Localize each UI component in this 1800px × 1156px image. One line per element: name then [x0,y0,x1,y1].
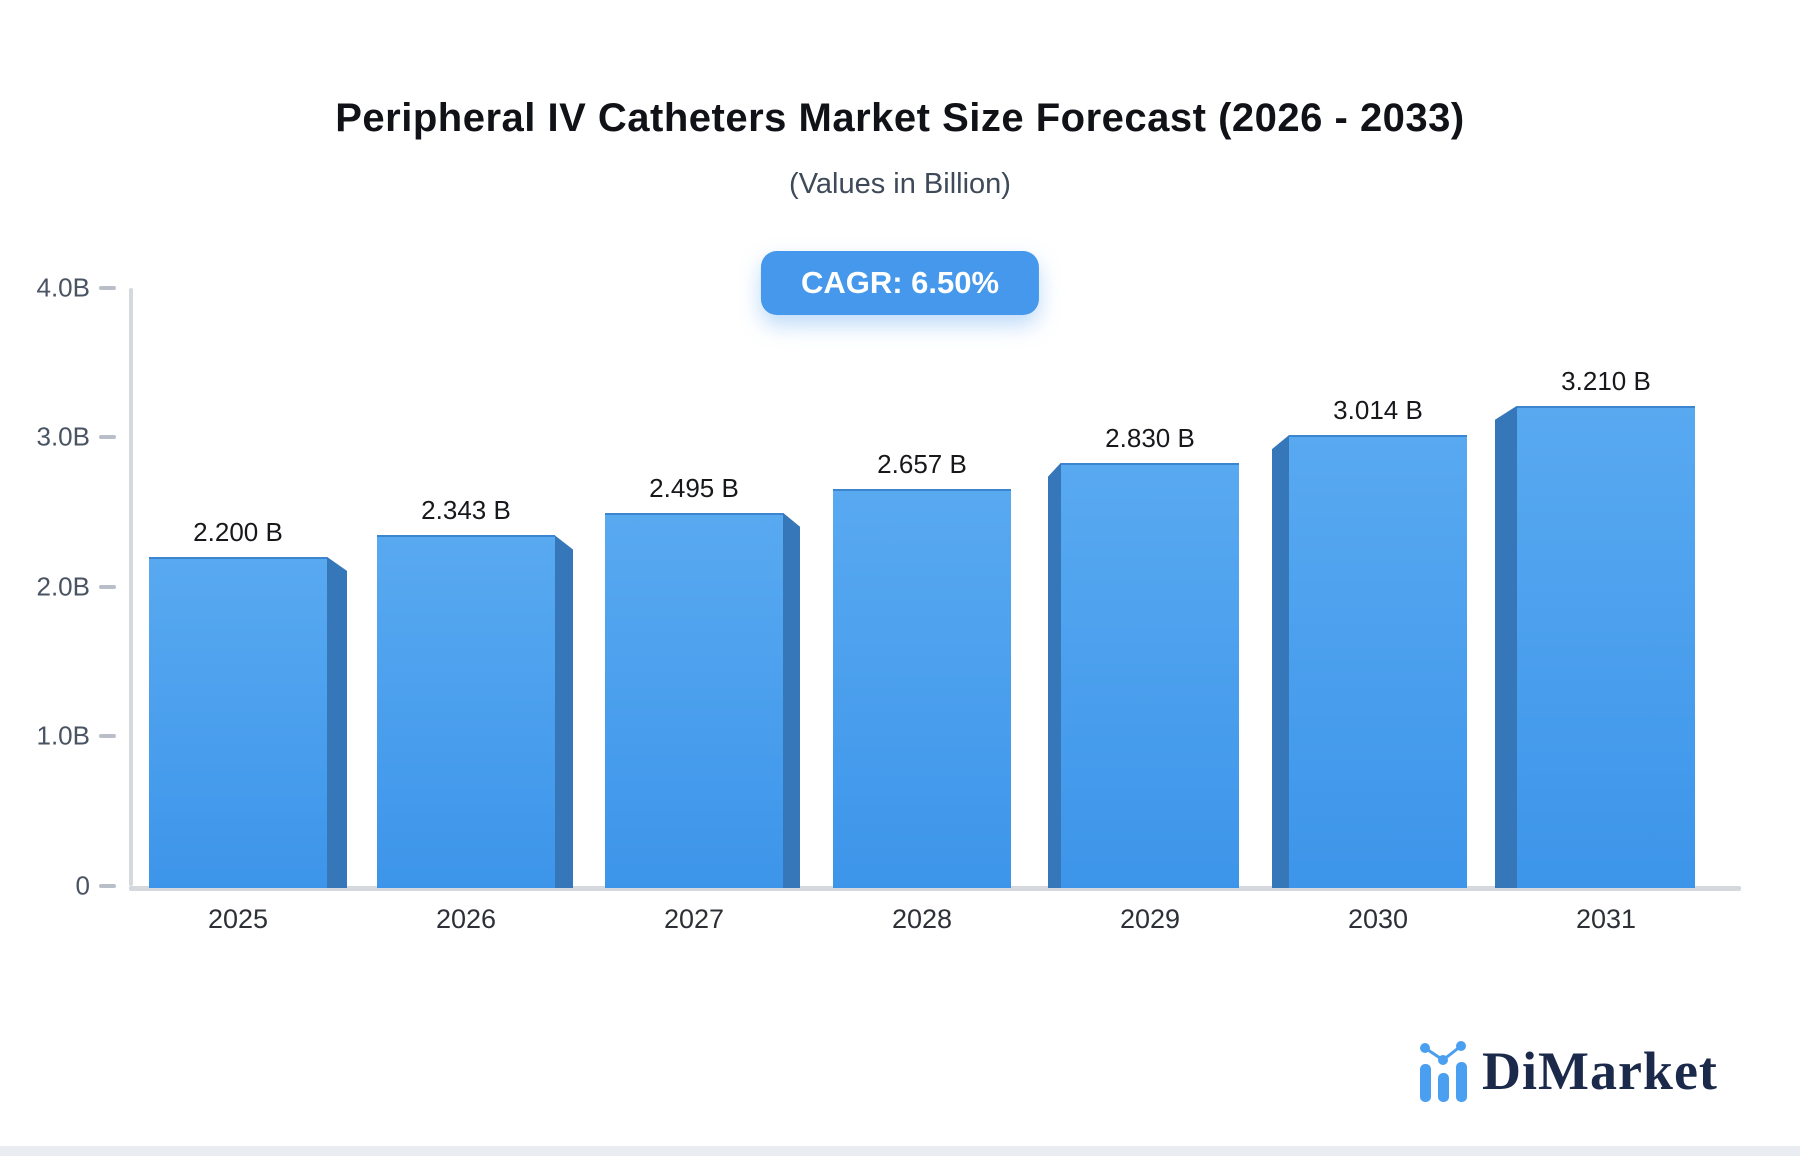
x-tick-label-2027: 2027 [663,904,725,934]
chart-title: Peripheral IV Catheters Market Size Fore… [335,96,1465,140]
x-tick-label-2029: 2029 [1119,904,1181,934]
y-tick-mark [99,435,116,440]
bar-value-label: 2.657 B [877,448,967,479]
bar-side-3d [1048,462,1061,888]
bar-value-label: 2.343 B [421,495,511,526]
bar-2031 [1517,405,1695,888]
bar-value-label: 3.014 B [1333,395,1423,426]
y-tick-mark [99,884,116,888]
bar-side-3d [327,556,347,888]
bar-value-label: 3.210 B [1561,365,1651,396]
x-tick-label-2026: 2026 [435,904,497,934]
bar-value-label: 2.830 B [1105,422,1195,453]
bar-side-3d [1495,405,1517,888]
bar-2029 [1061,462,1239,888]
bar-2026 [377,535,555,888]
brand-logo: DiMarket [1418,1040,1718,1102]
chart-subtitle: (Values in Billion) [789,168,1011,200]
x-tick-label-2031: 2031 [1575,904,1637,934]
x-tick-label-2030: 2030 [1347,904,1409,934]
x-axis-line [129,886,1741,891]
bar-side-3d [1272,435,1289,888]
y-tick-label: 4.0B [36,272,91,303]
y-tick-mark [99,584,116,589]
bar-value-label: 2.495 B [649,472,739,503]
mini-bar-chart-icon [1420,1041,1467,1102]
bar-2030 [1289,435,1467,888]
bar-2025 [149,556,327,888]
y-tick-mark [99,285,116,290]
bar-value-label: 2.200 B [193,516,283,547]
cagr-badge: CAGR: 6.50% [760,251,1040,315]
y-tick-label: 0 [75,870,90,901]
y-tick-label: 1.0B [36,720,91,751]
y-tick-mark [99,734,116,739]
x-tick-label-2028: 2028 [891,904,953,934]
bottom-page-strip [0,1146,1800,1156]
bar-side-3d [783,512,800,888]
y-tick-label: 3.0B [36,421,91,452]
x-tick-label-2025: 2025 [207,904,269,934]
bar-side-3d [555,535,573,888]
bar-2027 [605,512,783,888]
y-tick-label: 2.0B [36,571,91,602]
bar-2028 [833,488,1011,888]
y-axis-line [129,287,133,886]
brand-logo-text: DiMarket [1482,1041,1718,1101]
